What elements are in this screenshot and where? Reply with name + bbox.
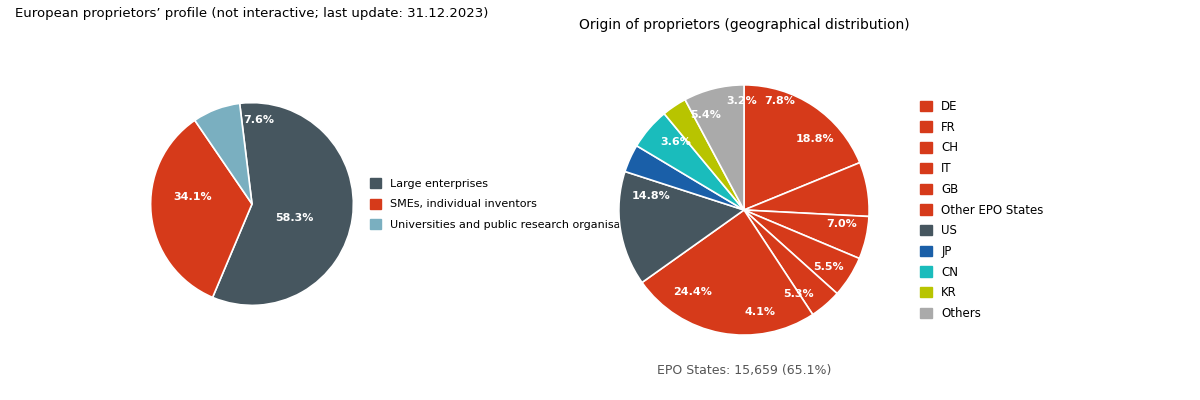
Text: 14.8%: 14.8% (632, 192, 671, 202)
Wedge shape (625, 146, 744, 210)
Wedge shape (685, 85, 744, 210)
Wedge shape (151, 120, 252, 297)
Text: 5.4%: 5.4% (690, 110, 721, 120)
Text: 24.4%: 24.4% (673, 286, 712, 297)
Text: 7.6%: 7.6% (244, 114, 275, 124)
Text: EPO States: 15,659 (65.1%): EPO States: 15,659 (65.1%) (656, 364, 832, 377)
Title: European proprietors’ profile (not interactive; last update: 31.12.2023): European proprietors’ profile (not inter… (16, 7, 488, 20)
Text: 34.1%: 34.1% (174, 192, 212, 202)
Wedge shape (664, 100, 744, 210)
Text: 3.6%: 3.6% (660, 137, 691, 147)
Text: 5.5%: 5.5% (814, 262, 844, 272)
Text: 7.0%: 7.0% (827, 218, 857, 228)
Wedge shape (637, 114, 744, 210)
Text: 4.1%: 4.1% (745, 307, 776, 317)
Title: Origin of proprietors (geographical distribution): Origin of proprietors (geographical dist… (578, 18, 910, 32)
Wedge shape (744, 210, 838, 314)
Wedge shape (744, 210, 859, 294)
Text: 58.3%: 58.3% (275, 213, 313, 223)
Wedge shape (744, 163, 869, 216)
Legend: Large enterprises, SMEs, individual inventors, Universities and public research : Large enterprises, SMEs, individual inve… (370, 178, 648, 230)
Text: 7.8%: 7.8% (764, 96, 794, 106)
Wedge shape (744, 210, 869, 258)
Text: 5.3%: 5.3% (784, 289, 814, 299)
Text: 3.2%: 3.2% (726, 96, 757, 106)
Wedge shape (619, 172, 744, 282)
Legend: DE, FR, CH, IT, GB, Other EPO States, US, JP, CN, KR, Others: DE, FR, CH, IT, GB, Other EPO States, US… (920, 100, 1044, 320)
Wedge shape (194, 103, 252, 204)
Wedge shape (212, 103, 353, 305)
Text: 18.8%: 18.8% (796, 134, 834, 144)
Wedge shape (744, 85, 860, 210)
Wedge shape (642, 210, 812, 335)
